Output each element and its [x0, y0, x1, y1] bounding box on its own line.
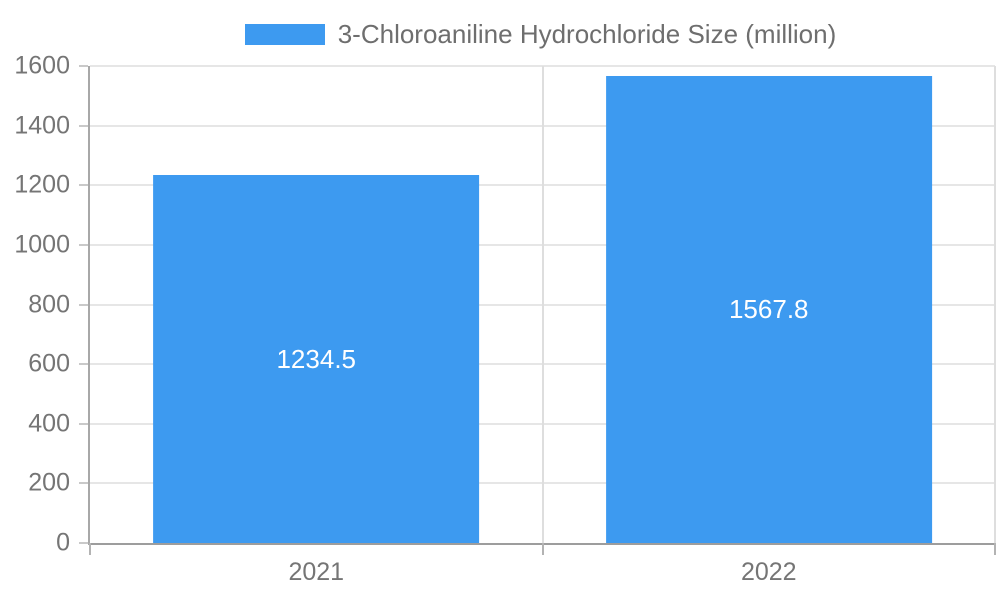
legend-label: 3-Chloroaniline Hydrochloride Size (mill…	[337, 19, 837, 49]
x-axis-tick	[89, 543, 91, 555]
y-axis-label: 1600	[14, 51, 70, 80]
y-axis-tick	[79, 243, 88, 246]
y-axis-tick	[79, 542, 88, 544]
y-axis-label: 0	[56, 528, 70, 557]
y-axis-tick	[79, 363, 88, 366]
y-axis-tick	[79, 422, 88, 425]
y-axis-tick	[79, 65, 88, 67]
y-axis-tick	[79, 184, 88, 187]
bar-value-label: 1567.8	[728, 294, 809, 325]
y-axis-tick	[79, 482, 88, 485]
legend-item[interactable]: 3-Chloroaniline Hydrochloride Size (mill…	[88, 21, 993, 47]
y-axis-tick	[79, 124, 88, 127]
y-axis-tick	[79, 303, 88, 306]
x-axis-tick	[994, 543, 996, 555]
x-axis-label: 2021	[288, 558, 345, 586]
y-axis-label: 800	[28, 290, 70, 318]
y-axis-label: 400	[28, 409, 70, 438]
bar-2021[interactable]: 1234.5	[153, 174, 480, 543]
gridline-vertical	[994, 66, 996, 543]
y-axis-label: 200	[28, 468, 70, 497]
gridline-vertical	[541, 66, 544, 543]
y-axis-label: 600	[28, 349, 70, 378]
y-axis-label: 1000	[14, 230, 70, 259]
x-axis-label: 2022	[740, 558, 797, 586]
y-axis-label: 1400	[14, 111, 70, 140]
plot-area: 0 200 400 600 800 1000 1200 1400 1600 1234.5 2021 1…	[14, 53, 996, 585]
bar-2022[interactable]: 1567.8	[605, 75, 932, 543]
legend-swatch	[244, 23, 325, 45]
bar-value-label: 1234.5	[276, 343, 357, 374]
x-axis-tick	[541, 543, 544, 555]
y-axis-label: 1200	[14, 170, 70, 199]
